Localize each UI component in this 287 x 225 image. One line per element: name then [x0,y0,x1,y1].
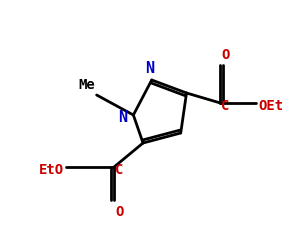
Text: O: O [115,205,123,219]
Text: N: N [119,110,128,126]
Text: O: O [221,48,230,62]
Text: N: N [145,61,154,76]
Text: OEt: OEt [258,99,283,113]
Text: EtO: EtO [39,163,64,177]
Text: Me: Me [78,78,95,92]
Text: C: C [221,99,230,113]
Text: C: C [115,163,123,177]
